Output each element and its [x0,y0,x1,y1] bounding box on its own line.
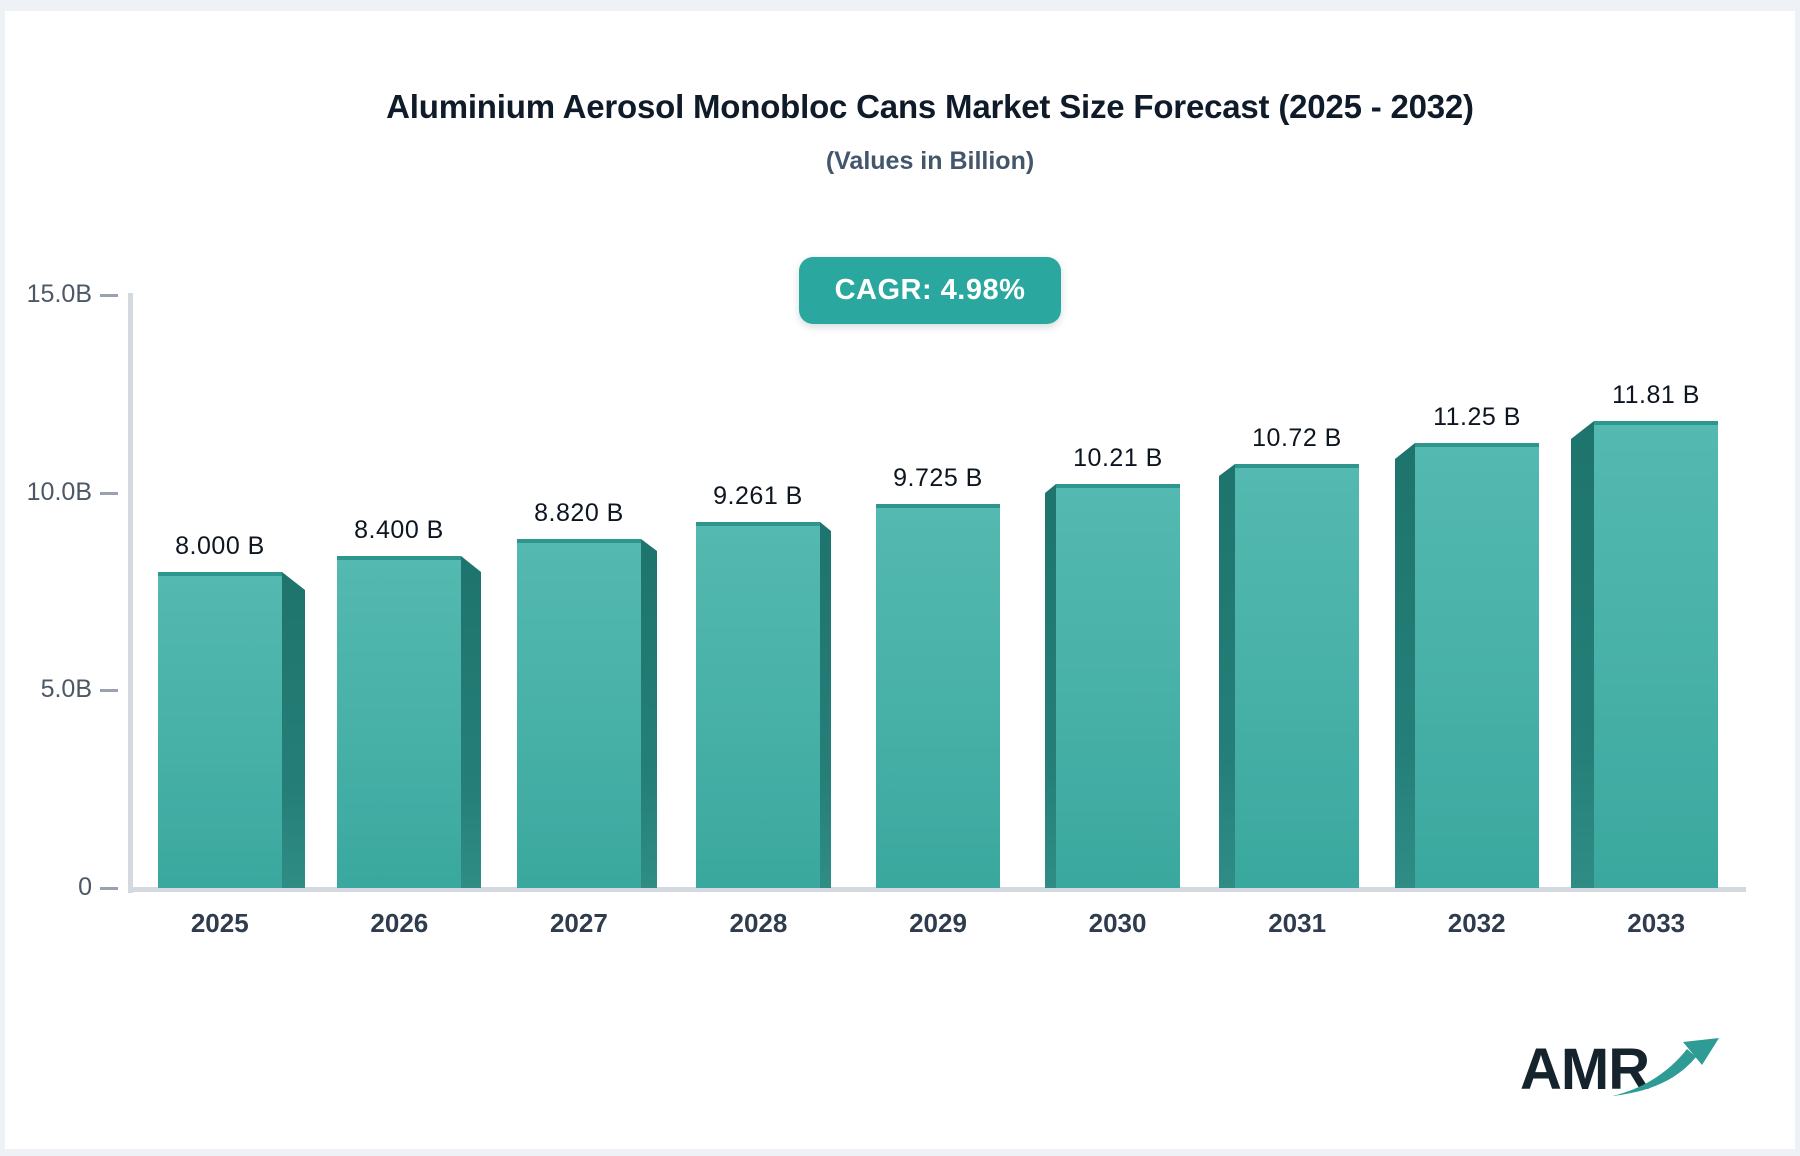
x-axis-line [128,887,1746,892]
bar-2025[interactable] [158,572,282,888]
x-axis-label-2032: 2032 [1447,908,1506,938]
bar-side-face-2032 [1395,443,1415,888]
y-axis-tick [100,887,118,890]
x-axis-label-2033: 2033 [1627,908,1686,938]
bar-side-face-2027 [641,539,657,888]
cagr-badge-wrap: CAGR: 4.98% [60,257,1800,324]
bar-side-face-2028 [820,522,831,888]
x-axis-label-2031: 2031 [1268,908,1327,938]
y-axis-tick [100,689,118,693]
chart-title: Aluminium Aerosol Monobloc Cans Market S… [386,88,1474,125]
bar-value-label: 9.261 B [713,482,803,510]
bar-2026[interactable] [337,556,461,888]
bar-value-label: 8.820 B [534,499,624,527]
bar-value-label: 10.21 B [1073,444,1163,472]
x-axis-label-2026: 2026 [370,908,429,938]
bar-value-label: 8.400 B [354,516,444,544]
bar-value-label: 8.000 B [175,532,265,560]
brand-logo: AMR [1520,1036,1720,1106]
y-axis-line [128,293,133,893]
bar-side-face-2033 [1571,421,1594,888]
bar-2030[interactable] [1056,484,1180,888]
bar-2033[interactable] [1594,421,1718,888]
y-axis-tick [100,294,118,297]
bar-value-label: 11.81 B [1612,381,1700,409]
bar-side-face-2026 [461,556,481,888]
brand-logo-text: AMR [1520,1037,1650,1102]
bar-2027[interactable] [517,539,641,888]
cagr-badge: CAGR: 4.98% [798,257,1062,324]
bar-value-label: 11.25 B [1433,403,1521,431]
chart-subtitle: (Values in Billion) [825,147,1035,175]
x-axis-label-2030: 2030 [1088,908,1147,938]
y-axis-tick-label: 10.0B [26,477,92,506]
y-axis-tick-label: 15.0B [26,280,92,308]
bar-2029[interactable] [876,504,1000,888]
bar-side-face-2025 [282,572,305,888]
growth-arrow-icon [1612,1038,1719,1096]
y-axis-tick-label: 5.0B [40,675,92,704]
x-axis-label-2028: 2028 [729,908,788,938]
x-axis-label-2027: 2027 [549,908,608,938]
bar-2031[interactable] [1235,464,1359,888]
bar-2032[interactable] [1415,443,1539,888]
x-axis-label-2029: 2029 [909,908,967,938]
x-axis-label-2025: 2025 [190,908,249,938]
bar-value-label: 9.725 B [893,464,983,492]
bar-side-face-2030 [1045,484,1056,888]
y-axis-tick [100,491,118,495]
bar-2028[interactable] [696,522,820,888]
bar-side-face-2031 [1219,464,1235,888]
y-axis-tick-label: 0 [78,873,92,901]
bar-value-label: 10.72 B [1252,424,1342,452]
